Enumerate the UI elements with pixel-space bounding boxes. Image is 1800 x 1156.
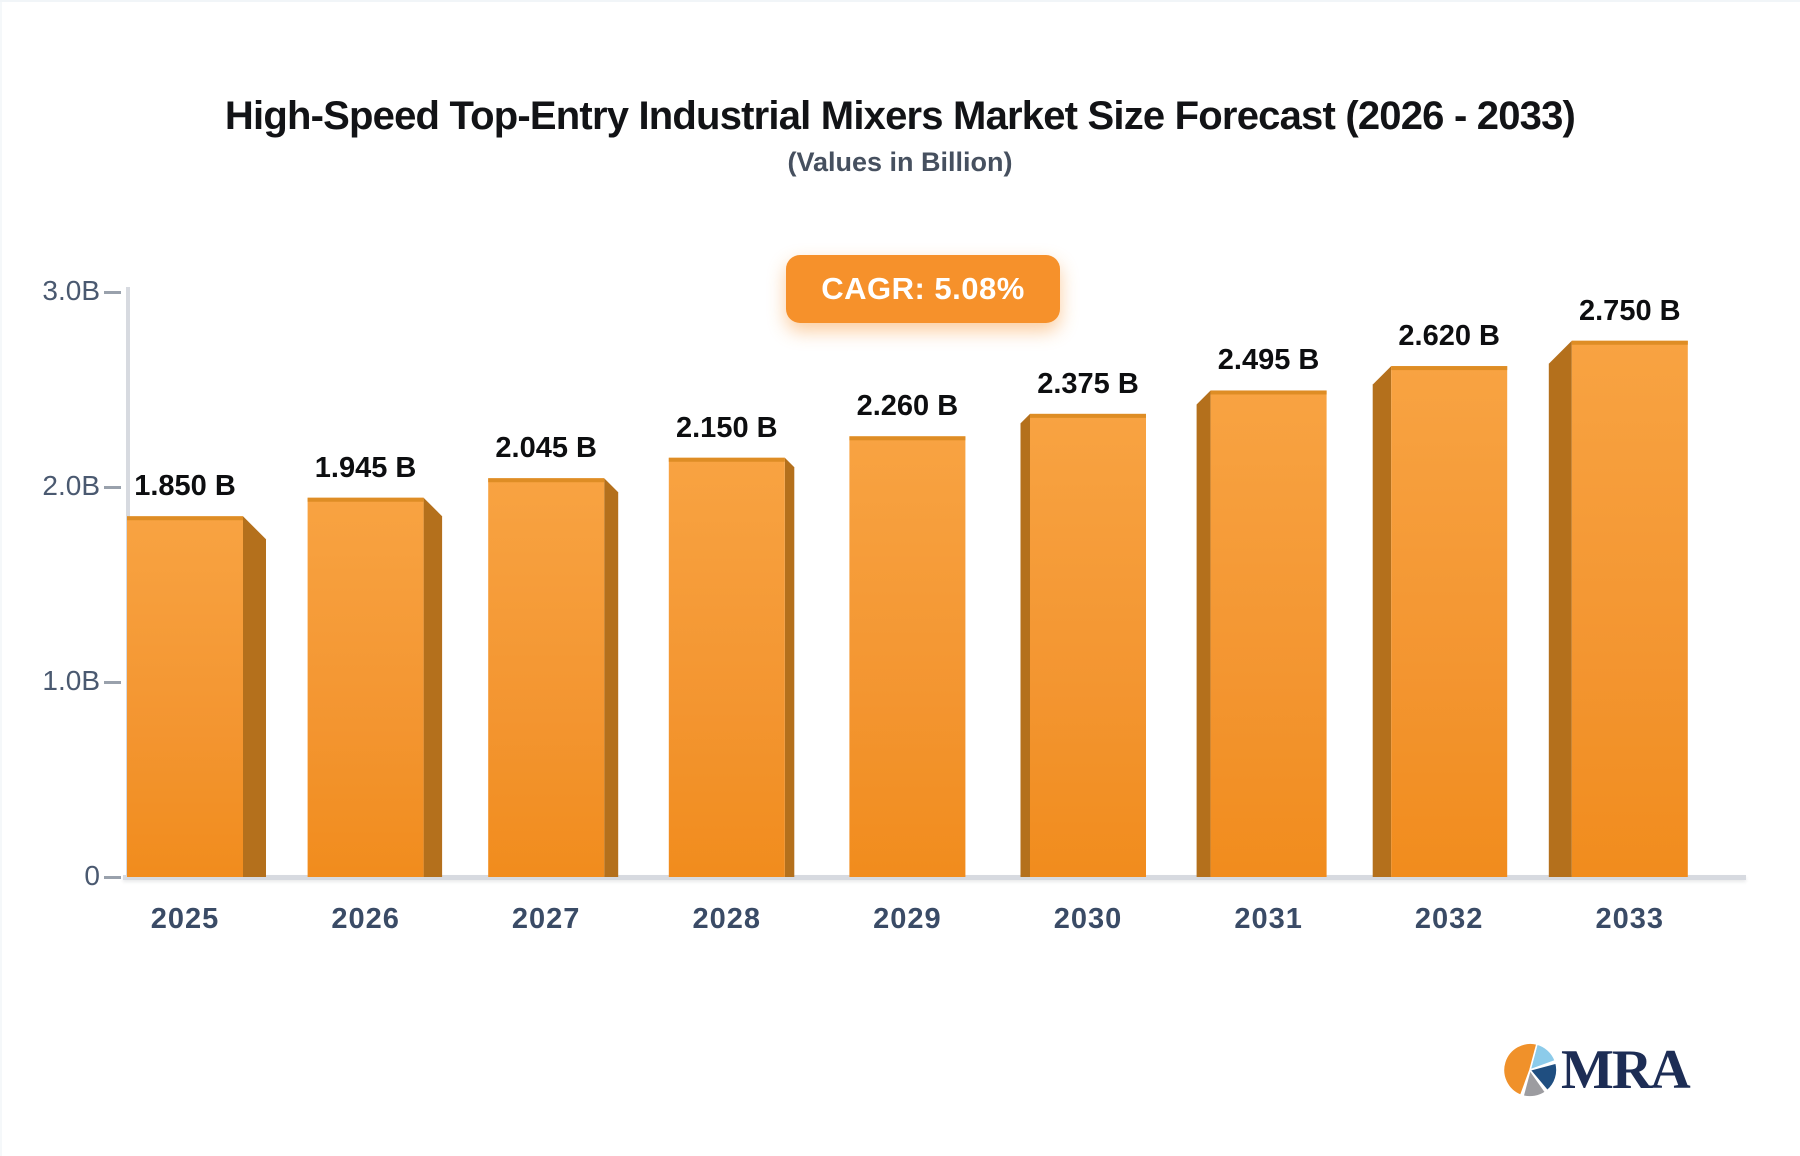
x-category-label: 2033	[1595, 903, 1665, 935]
bar-side	[1196, 390, 1211, 877]
bar-value-label: 2.750 B	[1579, 294, 1681, 327]
bar-2030	[1030, 413, 1146, 877]
chart-title: High-Speed Top-Entry Industrial Mixers M…	[224, 94, 1576, 138]
x-category-label: 2031	[1234, 903, 1303, 935]
bar-side	[423, 497, 443, 877]
chart-subtitle: (Values in Billion)	[787, 147, 1013, 177]
bar-value-label: 2.620 B	[1398, 320, 1500, 353]
y-tick-mark	[104, 680, 121, 684]
bar-top-edge	[849, 436, 966, 441]
bar-top-edge	[488, 478, 605, 483]
brand-logo: MRA	[1502, 1038, 1691, 1102]
x-category-label: 2032	[1414, 903, 1484, 935]
bar-value-label: 2.495 B	[1217, 344, 1320, 377]
x-category-label: 2028	[692, 903, 762, 935]
bar-value-label: 1.945 B	[314, 451, 417, 484]
x-category-label: 2025	[150, 903, 220, 935]
bar-value-label: 2.045 B	[495, 432, 597, 465]
logo-pie-slice-orange	[1502, 1042, 1538, 1097]
cagr-badge: CAGR: 5.08%	[786, 255, 1060, 323]
logo-pie-icon	[1502, 1042, 1558, 1098]
bar-top-edge	[1030, 413, 1146, 418]
bar-2029	[849, 436, 966, 877]
bar-top-edge	[307, 497, 424, 502]
y-tick-mark	[104, 485, 121, 489]
bar-2028	[668, 457, 785, 877]
x-axis-line	[123, 875, 1746, 880]
bar-side	[1548, 340, 1572, 877]
bar-2031	[1210, 390, 1327, 877]
bar-value-label: 1.850 B	[134, 470, 236, 503]
bar-side	[243, 516, 266, 877]
y-tick-label: 0	[84, 860, 100, 891]
bar-value-label: 2.260 B	[856, 390, 959, 423]
bar-value-label: 2.150 B	[676, 411, 778, 444]
bar-side	[784, 457, 795, 877]
bar-top-edge	[1210, 390, 1327, 395]
logo-pie-slice-navy	[1528, 1062, 1558, 1092]
bar-2032	[1391, 366, 1508, 877]
bar-top-edge	[668, 457, 785, 462]
bar-2026	[307, 497, 424, 877]
bar-top-edge	[1391, 366, 1508, 371]
logo-pie-slice-gray	[1522, 1068, 1547, 1098]
bar-2027	[488, 478, 605, 877]
bar-value-label: 2.375 B	[1037, 367, 1139, 400]
y-tick-mark	[104, 875, 121, 879]
y-tick-label: 1.0B	[42, 665, 100, 696]
cagr-badge-label: CAGR: 5.08%	[821, 271, 1025, 306]
y-tick-mark	[104, 290, 121, 294]
x-category-label: 2029	[873, 903, 942, 935]
bar-2025	[127, 516, 243, 877]
x-category-label: 2026	[331, 903, 400, 935]
logo-text: MRA	[1561, 1039, 1691, 1101]
bar-top-edge	[127, 516, 243, 521]
bar-side	[1020, 413, 1030, 877]
y-tick-label: 3.0B	[42, 275, 100, 306]
x-category-label: 2027	[511, 903, 581, 935]
y-tick-label: 2.0B	[42, 470, 100, 501]
bar-side	[1372, 366, 1392, 877]
bar-top-edge	[1571, 340, 1688, 345]
bar-side	[604, 478, 619, 877]
bar-2033	[1571, 340, 1688, 877]
x-category-label: 2030	[1053, 903, 1123, 935]
